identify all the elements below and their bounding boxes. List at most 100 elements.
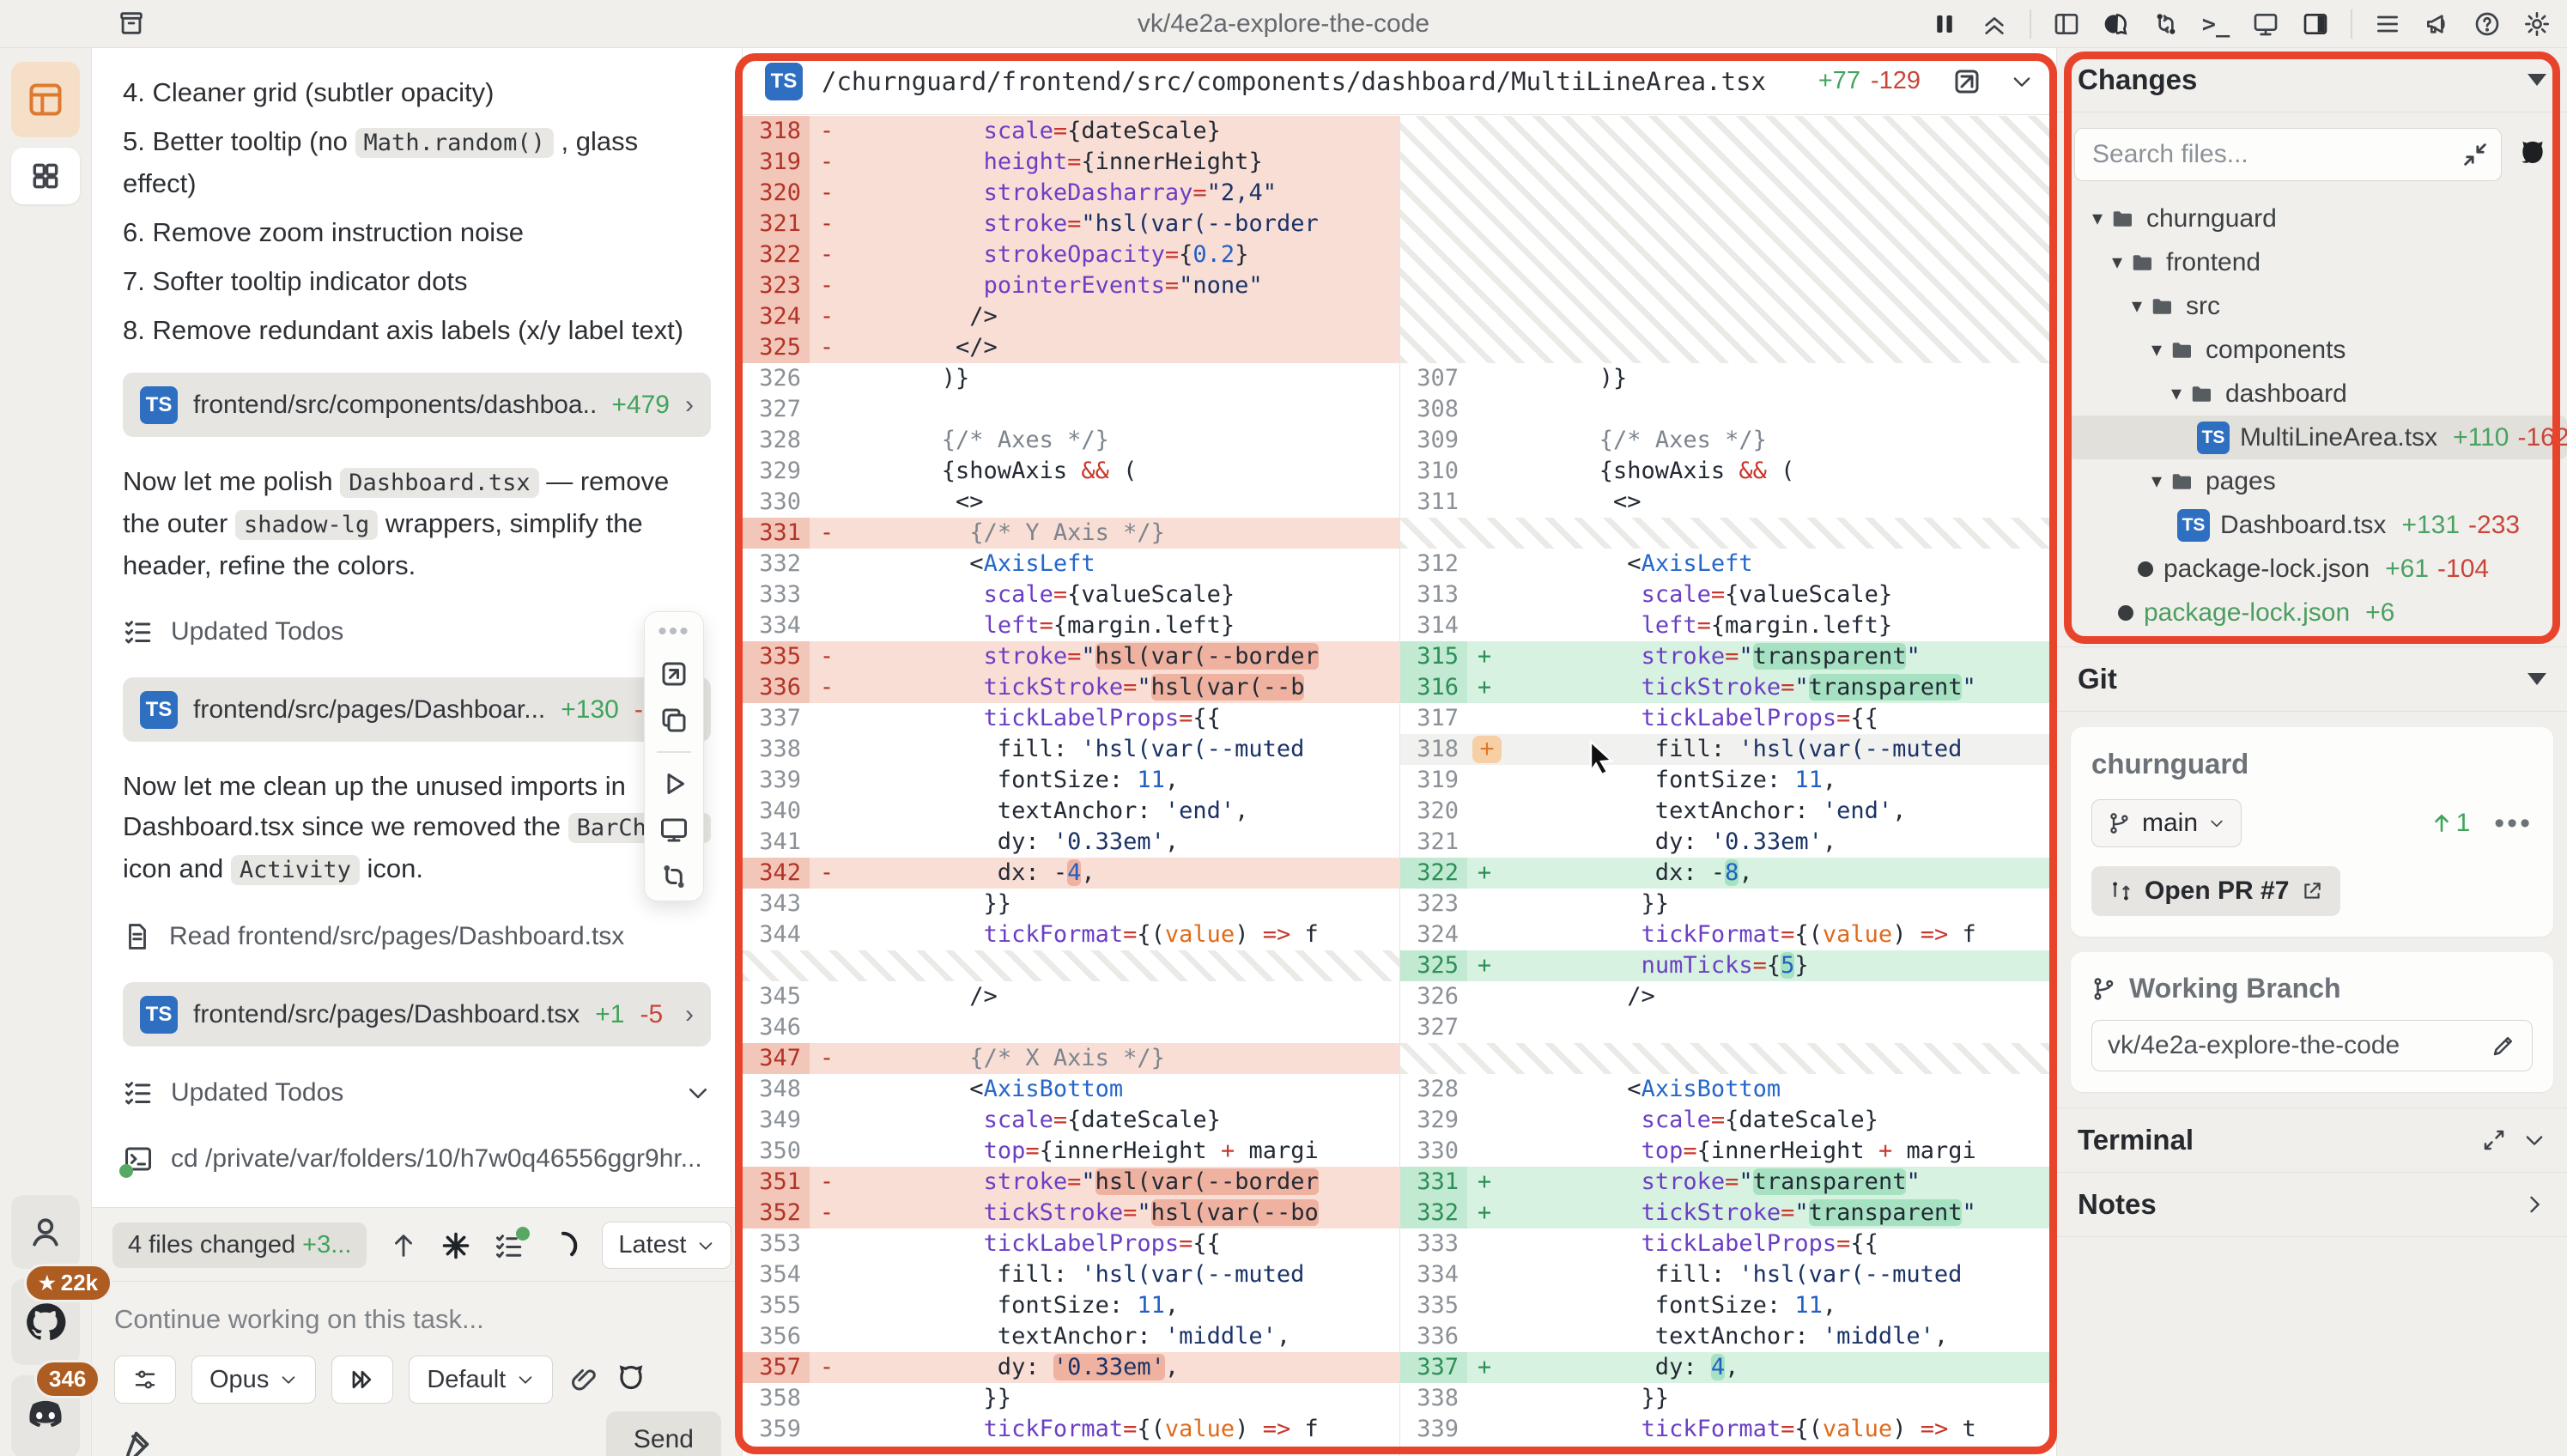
line-number[interactable]: 342: [743, 858, 810, 889]
line-number[interactable]: 314: [1417, 612, 1459, 639]
line-number[interactable]: 349: [759, 1107, 801, 1133]
help-icon[interactable]: [2473, 9, 2502, 39]
attach-icon[interactable]: [568, 1364, 599, 1395]
line-number[interactable]: 316: [1400, 672, 1467, 703]
line-number[interactable]: 337: [759, 705, 801, 731]
line-number[interactable]: 312: [1417, 550, 1459, 577]
panel-right-icon[interactable]: [2301, 9, 2330, 39]
line-number[interactable]: 326: [759, 365, 801, 391]
collapse-icon[interactable]: [2461, 140, 2490, 169]
line-number[interactable]: 333: [759, 581, 801, 608]
line-number[interactable]: 320: [743, 178, 810, 209]
line-number[interactable]: 325: [1400, 950, 1467, 981]
message-input[interactable]: Continue working on this task...: [114, 1304, 484, 1334]
scroll-up-icon[interactable]: [389, 1231, 418, 1260]
chevron-down-icon[interactable]: ▾: [2091, 207, 2103, 230]
line-number[interactable]: 319: [1417, 767, 1459, 793]
display-icon[interactable]: [2251, 9, 2280, 39]
line-number[interactable]: 358: [759, 1385, 801, 1411]
tree-file-Dashboard.tsx[interactable]: TS Dashboard.tsx +131 -233: [2069, 503, 2567, 547]
line-number[interactable]: 357: [743, 1352, 810, 1383]
terminal-icon[interactable]: >_: [2201, 10, 2230, 38]
line-number[interactable]: 325: [743, 332, 810, 363]
brush-icon[interactable]: [114, 1429, 152, 1456]
notes-section-header[interactable]: Notes: [2057, 1173, 2567, 1237]
tree-folder-components[interactable]: ▾ components: [2069, 328, 2567, 372]
line-number[interactable]: 318: [1417, 736, 1459, 762]
line-number[interactable]: 359: [759, 1416, 801, 1442]
gear-icon[interactable]: [2522, 9, 2552, 39]
chevron-down-icon[interactable]: ▾: [2131, 294, 2143, 318]
line-number[interactable]: 322: [743, 240, 810, 270]
terminal-command-row[interactable]: cd /private/var/folders/10/h7w0q46556ggr…: [119, 1138, 711, 1179]
line-number[interactable]: 322: [1400, 858, 1467, 889]
line-number[interactable]: 348: [759, 1076, 801, 1102]
diff-view-toggle-icon[interactable]: [1951, 66, 1982, 97]
line-number[interactable]: 338: [1417, 1385, 1459, 1411]
line-number[interactable]: 328: [1417, 1076, 1459, 1102]
model-dropdown[interactable]: Opus: [191, 1356, 317, 1404]
line-number[interactable]: 345: [759, 983, 801, 1010]
menu-icon[interactable]: [2373, 9, 2402, 39]
line-number[interactable]: 336: [1417, 1323, 1459, 1350]
line-number[interactable]: 353: [759, 1230, 801, 1257]
line-number[interactable]: 341: [759, 828, 801, 855]
line-number[interactable]: 307: [1417, 365, 1459, 391]
line-number[interactable]: 327: [1417, 1014, 1459, 1040]
line-number[interactable]: 352: [743, 1198, 810, 1228]
tree-folder-src[interactable]: ▾ src: [2069, 284, 2567, 328]
line-number[interactable]: 330: [759, 488, 801, 515]
fast-forward-button[interactable]: [331, 1356, 394, 1404]
line-number[interactable]: 336: [743, 672, 810, 703]
chevron-down-icon[interactable]: ▾: [2151, 338, 2163, 361]
latest-dropdown[interactable]: Latest: [602, 1222, 732, 1269]
updated-todos-row[interactable]: Updated Todos: [123, 1072, 711, 1113]
line-number[interactable]: 332: [759, 550, 801, 577]
search-files-input[interactable]: [2074, 128, 2502, 181]
line-number[interactable]: 335: [743, 641, 810, 672]
line-number[interactable]: 351: [743, 1167, 810, 1198]
expand-icon[interactable]: [2481, 1127, 2507, 1153]
line-number[interactable]: 327: [759, 396, 801, 422]
line-number[interactable]: 329: [1417, 1107, 1459, 1133]
line-number[interactable]: 339: [759, 767, 801, 793]
line-number[interactable]: 329: [759, 458, 801, 484]
line-number[interactable]: 334: [759, 612, 801, 639]
files-changed-chip[interactable]: 4 files changed +3...: [112, 1222, 367, 1268]
copy-icon[interactable]: [658, 705, 689, 736]
chevron-down-icon[interactable]: [2010, 70, 2034, 94]
tree-folder-pages[interactable]: ▾ pages: [2069, 459, 2567, 503]
line-number[interactable]: 324: [1417, 921, 1459, 948]
chat-bubble-icon[interactable]: [2102, 9, 2131, 39]
line-number[interactable]: 354: [759, 1261, 801, 1288]
line-number[interactable]: 321: [743, 209, 810, 240]
read-file-row[interactable]: Read frontend/src/pages/Dashboard.tsx: [123, 916, 711, 956]
line-number[interactable]: 347: [743, 1043, 810, 1074]
pencil-icon[interactable]: [2491, 1033, 2516, 1059]
chevron-down-icon[interactable]: ▾: [2111, 251, 2123, 274]
line-number[interactable]: 355: [759, 1292, 801, 1319]
line-number[interactable]: 335: [1417, 1292, 1459, 1319]
tree-file-MultiLineArea.tsx[interactable]: TS MultiLineArea.tsx +110 -162: [2069, 416, 2567, 459]
todo-status-icon[interactable]: [494, 1226, 531, 1261]
tree-folder-dashboard[interactable]: ▾ dashboard: [2069, 372, 2567, 416]
line-number[interactable]: 337: [1400, 1352, 1467, 1383]
git-section-header[interactable]: Git: [2057, 646, 2567, 712]
tree-folder-churnguard[interactable]: ▾ churnguard: [2069, 197, 2567, 240]
megaphone-icon[interactable]: [2423, 9, 2452, 39]
ellipsis-icon[interactable]: •••: [658, 617, 690, 646]
working-branch-input[interactable]: vk/4e2a-explore-the-code: [2091, 1020, 2533, 1071]
git-compare-icon[interactable]: [658, 861, 689, 892]
line-number[interactable]: 321: [1417, 828, 1459, 855]
line-number[interactable]: 310: [1417, 458, 1459, 484]
double-chevron-up-icon[interactable]: [1980, 9, 2009, 39]
git-compare-icon[interactable]: [2151, 9, 2181, 39]
line-number[interactable]: 320: [1417, 798, 1459, 824]
line-number[interactable]: 331: [1400, 1167, 1467, 1198]
line-number[interactable]: 334: [1417, 1261, 1459, 1288]
monitor-icon[interactable]: [658, 815, 689, 846]
play-icon[interactable]: [658, 768, 689, 799]
line-number[interactable]: 332: [1400, 1198, 1467, 1228]
pause-icon[interactable]: [1930, 9, 1959, 39]
sidebar-item-account[interactable]: [11, 1195, 80, 1269]
